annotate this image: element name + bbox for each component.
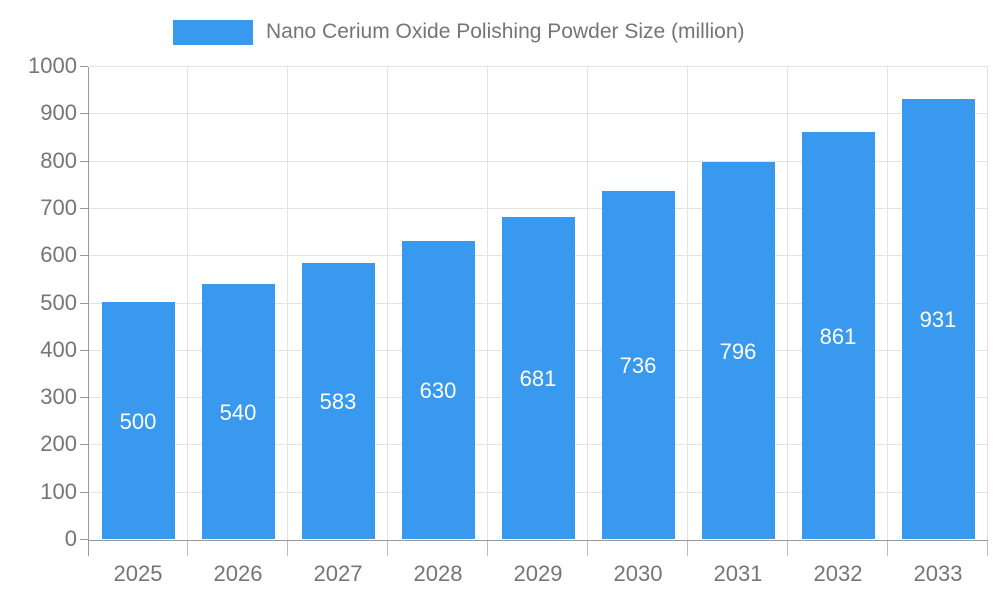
y-axis-tick-label: 800	[40, 147, 77, 173]
y-tick	[80, 207, 88, 209]
bar-2030	[601, 191, 675, 539]
bar-value-label: 736	[619, 353, 657, 378]
bar-2029	[501, 217, 575, 539]
bar-2032	[801, 132, 875, 539]
bar-value-label: 796	[719, 338, 757, 364]
x-tick	[587, 541, 588, 556]
v-gridline	[987, 67, 988, 540]
x-tick	[487, 541, 488, 556]
x-axis-tick-label: 2031	[713, 561, 763, 586]
y-axis-tick-label: 300	[40, 384, 77, 410]
h-gridline	[89, 160, 988, 162]
bar-2025	[101, 302, 175, 539]
v-gridline	[887, 67, 888, 540]
y-tick	[80, 491, 88, 493]
v-gridline	[787, 67, 788, 540]
h-gridline	[89, 207, 988, 209]
plot-area: 500 540 583 630 681 736 796 861 931	[80, 66, 988, 556]
legend-swatch	[173, 19, 253, 45]
y-axis-tick-label: 600	[40, 242, 77, 268]
x-tick	[387, 541, 388, 556]
y-axis-line	[88, 67, 89, 556]
v-gridline	[587, 67, 588, 540]
bar-value-label: 681	[519, 366, 557, 391]
y-axis-tick-label: 100	[40, 478, 77, 504]
x-tick	[187, 541, 188, 556]
x-axis-tick-label: 2032	[813, 561, 863, 586]
y-tick	[80, 397, 88, 399]
h-gridline	[89, 66, 988, 67]
y-tick	[80, 160, 88, 162]
x-tick	[687, 541, 688, 556]
x-axis-tick-label: 2028	[413, 561, 463, 586]
bar-value-label: 583	[319, 389, 357, 414]
y-axis-tick-label: 400	[40, 336, 77, 362]
legend-label: Nano Cerium Oxide Polishing Powder Size …	[266, 20, 745, 43]
y-axis-tick-label: 500	[40, 289, 77, 315]
x-tick	[287, 541, 288, 556]
y-axis-tick-label: 0	[64, 526, 77, 551]
y-axis-tick-label: 900	[40, 100, 77, 126]
x-axis-tick-label: 2029	[513, 561, 563, 586]
y-axis-tick-label: 200	[40, 431, 77, 457]
v-gridline	[187, 67, 188, 540]
x-axis-tick-label: 2025	[113, 561, 163, 586]
x-axis-tick-label: 2026	[213, 561, 263, 586]
bar-value-label: 500	[119, 408, 157, 434]
y-tick	[80, 66, 88, 67]
bar-2026	[201, 284, 275, 539]
y-tick	[80, 539, 88, 540]
y-tick	[80, 255, 88, 257]
x-tick	[987, 541, 988, 556]
x-axis-tick-label: 2030	[613, 561, 663, 586]
v-gridline	[387, 67, 388, 540]
y-tick	[80, 349, 88, 351]
x-axis-tick-label: 2033	[913, 561, 963, 586]
y-axis-tick-label: 1000	[28, 53, 77, 78]
v-gridline	[487, 67, 488, 540]
bar-2027	[301, 263, 375, 539]
legend: Nano Cerium Oxide Polishing Powder Size …	[173, 18, 745, 46]
h-gridline	[89, 113, 988, 115]
bar-value-label: 861	[819, 323, 857, 349]
bar-2033	[901, 99, 975, 539]
y-axis-tick-label: 700	[40, 194, 77, 220]
bar-value-label: 931	[919, 307, 957, 332]
x-axis-line	[88, 540, 988, 541]
x-tick	[887, 541, 888, 556]
v-gridline	[687, 67, 688, 540]
bar-value-label: 630	[419, 378, 457, 403]
bar-2031	[701, 162, 775, 539]
x-tick	[787, 541, 788, 556]
y-tick	[80, 302, 88, 304]
bar-2028	[401, 241, 475, 539]
y-tick	[80, 444, 88, 446]
y-tick	[80, 113, 88, 115]
v-gridline	[287, 67, 288, 540]
x-axis-tick-label: 2027	[313, 561, 363, 586]
bar-value-label: 540	[219, 399, 257, 425]
